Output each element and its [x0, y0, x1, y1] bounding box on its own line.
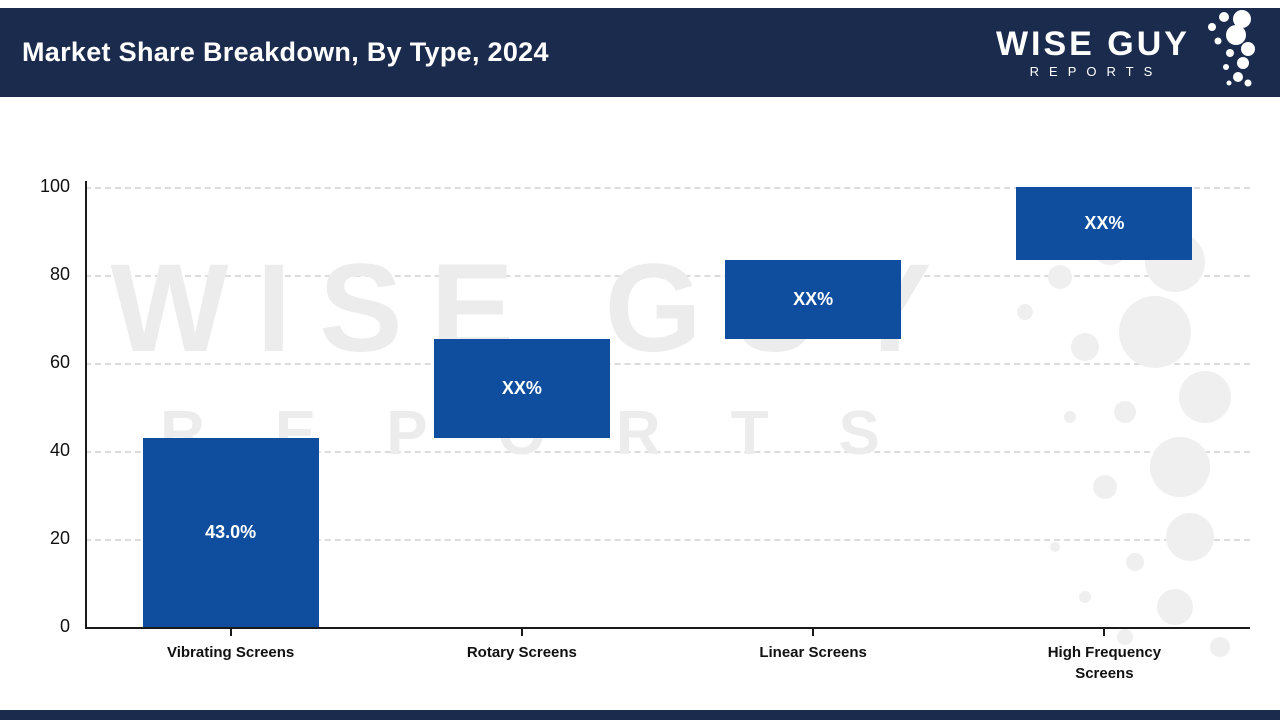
page-title: Market Share Breakdown, By Type, 2024: [22, 37, 549, 67]
y-axis-line: [85, 181, 87, 627]
bar-3: XX%: [1016, 187, 1193, 260]
y-axis-tick-label: 40: [49, 440, 70, 460]
bar-1: XX%: [433, 338, 610, 438]
x-axis-category-label: Vibrating Screens: [166, 644, 295, 661]
bar-value-label: XX%: [1084, 212, 1125, 233]
head-dots-icon: [1196, 9, 1258, 96]
brand-logo: WISE GUY REPORTS: [996, 9, 1258, 96]
x-axis-category-label: Linear Screens: [759, 644, 867, 661]
y-axis-tick-label: 100: [39, 176, 70, 196]
bar-value-label: XX%: [793, 288, 834, 309]
x-axis-line: [85, 627, 1250, 629]
gridline: [85, 539, 1250, 541]
x-axis-tick: [1103, 629, 1106, 636]
gridline: [85, 363, 1250, 365]
x-axis-tick: [812, 629, 815, 636]
bar-value-label: XX%: [501, 377, 542, 398]
gridline: [85, 275, 1250, 277]
footer-bar: [0, 710, 1280, 720]
bar-0: 43.0%: [142, 437, 319, 627]
x-axis-category-label: Rotary Screens: [466, 644, 577, 661]
bar-value-label: 43.0%: [205, 521, 257, 542]
watermark-head-dots-icon: [920, 217, 1270, 692]
header-bar: Market Share Breakdown, By Type, 2024 WI…: [0, 8, 1280, 97]
gridline: [85, 451, 1250, 453]
waterfall-chart: WISE GUY REPORTS 02040608010043.0%Vibrat…: [0, 97, 1280, 710]
brand-logo-text: WISE GUY REPORTS: [996, 27, 1190, 78]
y-axis-tick-label: 0: [59, 616, 70, 636]
bar-2: XX%: [725, 259, 902, 339]
y-axis-tick-label: 80: [49, 264, 70, 284]
x-axis-category-label: High Frequency Screens: [1047, 644, 1162, 682]
y-axis-tick-label: 20: [49, 528, 70, 548]
brand-subtitle: REPORTS: [1029, 64, 1163, 79]
x-axis-tick: [520, 629, 523, 636]
gridline: [85, 187, 1250, 189]
x-axis-tick: [229, 629, 232, 636]
brand-name: WISE GUY: [995, 25, 1190, 63]
y-axis-tick-label: 60: [49, 352, 70, 372]
